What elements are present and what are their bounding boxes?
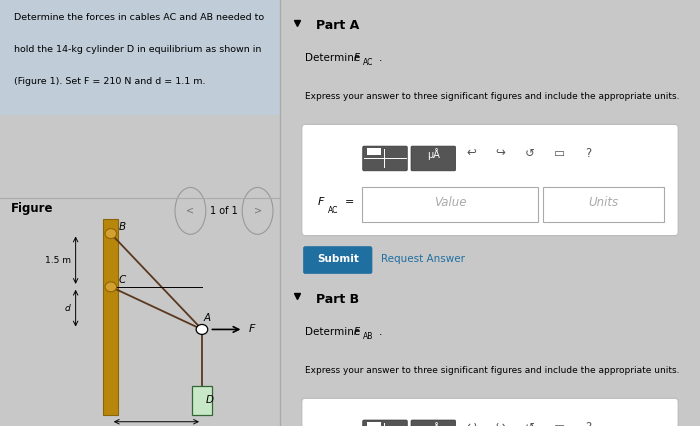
Text: (Figure 1). Set F = 210 N and d = 1.1 m.: (Figure 1). Set F = 210 N and d = 1.1 m. (14, 77, 206, 86)
FancyBboxPatch shape (411, 420, 456, 426)
Bar (368, 422, 382, 426)
Text: AB: AB (363, 332, 373, 341)
Text: Determine: Determine (305, 53, 364, 63)
Text: μÅ: μÅ (427, 148, 440, 160)
Text: AC: AC (328, 205, 339, 215)
Text: ▭: ▭ (554, 421, 565, 426)
Text: Express your answer to three significant figures and include the appropriate uni: Express your answer to three significant… (305, 366, 680, 374)
Text: ↪: ↪ (496, 421, 505, 426)
Text: Value: Value (434, 196, 466, 209)
Text: Express your answer to three significant figures and include the appropriate uni: Express your answer to three significant… (305, 92, 680, 101)
Text: A: A (204, 313, 211, 323)
Bar (362, 187, 538, 222)
Text: Request Answer: Request Answer (381, 254, 465, 264)
FancyBboxPatch shape (411, 146, 456, 171)
Bar (104, 219, 118, 414)
Text: ?: ? (586, 147, 592, 160)
Text: ↩: ↩ (466, 147, 476, 160)
Text: D: D (205, 395, 214, 406)
Text: 1.5 m: 1.5 m (45, 256, 71, 265)
Text: μÅ: μÅ (427, 422, 440, 426)
Text: >: > (253, 206, 262, 216)
Text: Units: Units (588, 196, 619, 209)
FancyBboxPatch shape (302, 398, 678, 426)
Text: F: F (248, 325, 255, 334)
Text: Part A: Part A (316, 19, 359, 32)
Bar (192, 386, 212, 414)
Text: Part B: Part B (316, 293, 359, 306)
FancyBboxPatch shape (363, 420, 407, 426)
Text: F: F (318, 197, 324, 207)
Circle shape (105, 282, 117, 292)
Text: F: F (354, 327, 360, 337)
Text: Figure: Figure (11, 202, 54, 216)
Text: ↪: ↪ (496, 147, 505, 160)
Text: Determine: Determine (305, 327, 364, 337)
FancyBboxPatch shape (302, 124, 678, 236)
Text: d: d (65, 304, 71, 313)
Text: ?: ? (586, 421, 592, 426)
Circle shape (196, 325, 208, 334)
FancyBboxPatch shape (0, 0, 280, 115)
Text: Determine the forces in cables AC and AB needed to: Determine the forces in cables AC and AB… (14, 13, 264, 22)
Text: ↺: ↺ (525, 147, 535, 160)
Text: .: . (379, 327, 382, 337)
Text: ▭: ▭ (554, 147, 565, 160)
FancyBboxPatch shape (304, 247, 372, 273)
Text: =: = (345, 197, 354, 207)
Text: AC: AC (363, 58, 373, 67)
Text: 1 of 1: 1 of 1 (210, 206, 238, 216)
Text: C: C (118, 275, 125, 285)
Bar (542, 187, 664, 222)
Text: ↩: ↩ (466, 421, 476, 426)
Text: B: B (118, 222, 125, 232)
Text: hold the 14-kg cylinder D in equilibrium as shown in: hold the 14-kg cylinder D in equilibrium… (14, 45, 261, 54)
FancyBboxPatch shape (363, 146, 407, 171)
Text: Submit: Submit (317, 254, 359, 264)
Text: .: . (379, 53, 382, 63)
Text: ↺: ↺ (525, 421, 535, 426)
Text: <: < (186, 206, 195, 216)
Circle shape (105, 229, 117, 239)
Bar (368, 148, 382, 155)
Text: F: F (354, 53, 360, 63)
